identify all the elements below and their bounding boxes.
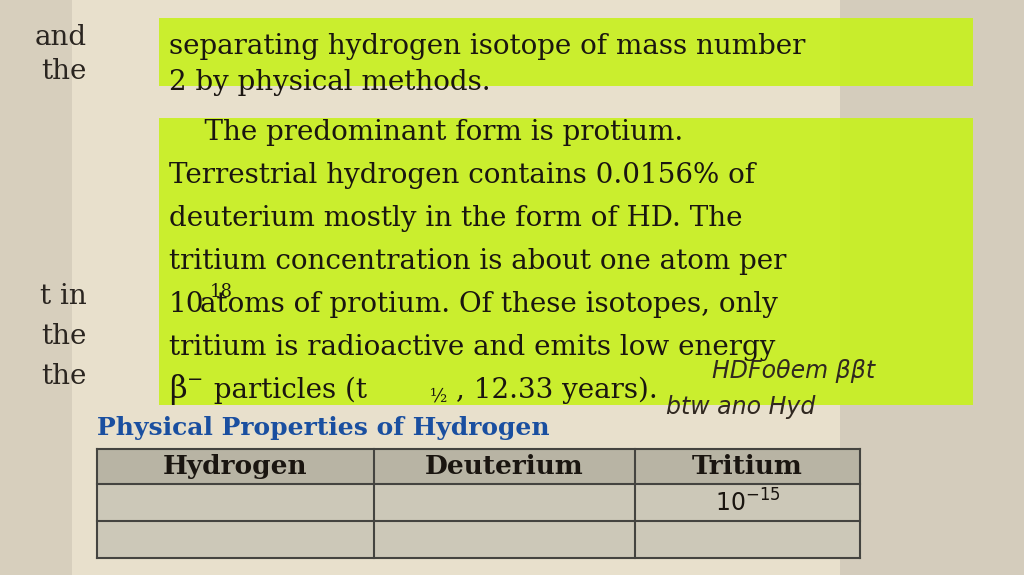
Text: $10^{-15}$: $10^{-15}$ [715,489,780,516]
Text: tritium concentration is about one atom per: tritium concentration is about one atom … [169,248,786,275]
Text: Terrestrial hydrogen contains 0.0156% of: Terrestrial hydrogen contains 0.0156% of [169,162,755,189]
Text: Physical Properties of Hydrogen: Physical Properties of Hydrogen [97,416,550,440]
Text: the: the [42,323,87,350]
Bar [159,18,973,86]
Text: Deuterium: Deuterium [425,454,584,479]
Text: particles (t: particles (t [205,376,367,404]
Text: btw ano Hyd: btw ano Hyd [666,394,815,419]
Bar [97,448,860,484]
Bar [97,448,860,558]
Text: and: and [35,24,87,51]
Text: 2 by physical methods.: 2 by physical methods. [169,69,490,95]
Bar [159,118,973,405]
Text: 10: 10 [169,292,205,318]
Text: HDFoθem ββt: HDFoθem ββt [712,359,874,383]
Text: ½: ½ [430,388,447,406]
Text: 18: 18 [210,283,232,301]
Text: , 12.33 years).: , 12.33 years). [456,376,657,404]
Text: the: the [42,59,87,85]
Text: tritium is radioactive and emits low energy: tritium is radioactive and emits low ene… [169,335,775,361]
Text: separating hydrogen isotope of mass number: separating hydrogen isotope of mass numb… [169,33,805,59]
Text: the: the [42,363,87,390]
Text: Hydrogen: Hydrogen [163,454,308,479]
Text: deuterium mostly in the form of HD. The: deuterium mostly in the form of HD. The [169,205,742,232]
Text: −: − [187,370,204,389]
Text: Tritium: Tritium [692,454,803,479]
Text: atoms of protium. Of these isotopes, only: atoms of protium. Of these isotopes, onl… [200,292,777,318]
Bar [0,0,72,575]
Text: β: β [169,374,186,405]
Text: The predominant form is protium.: The predominant form is protium. [169,119,683,145]
Text: t in: t in [40,283,87,309]
Bar [840,0,1024,575]
